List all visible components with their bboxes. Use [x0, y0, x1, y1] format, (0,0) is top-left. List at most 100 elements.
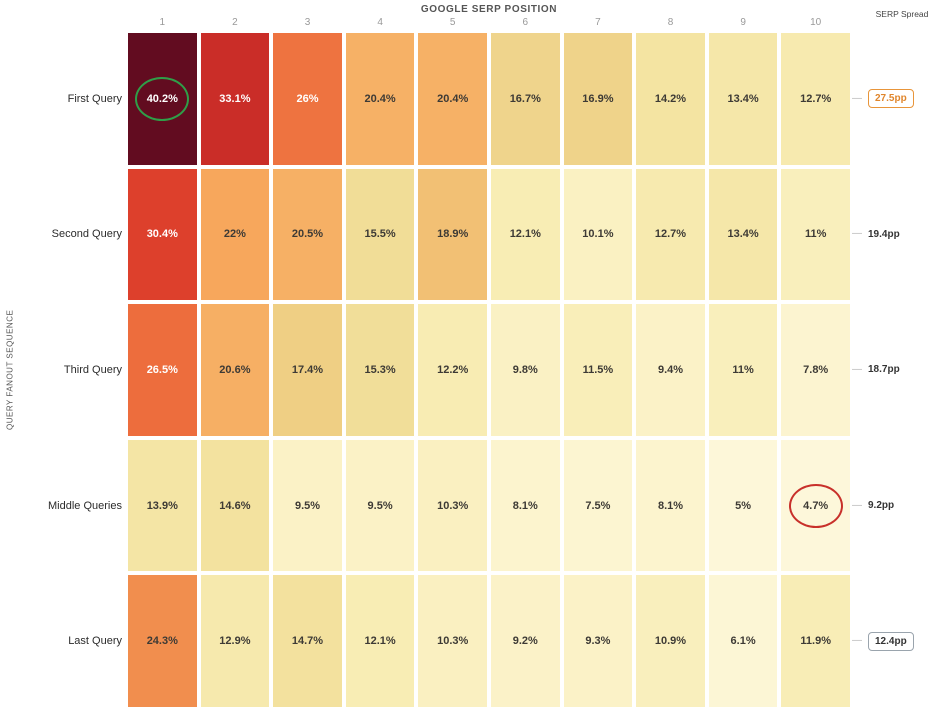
spread-item: — 18.7pp [852, 304, 949, 436]
spread-item: — 12.4pp [852, 575, 949, 707]
cell-value: 10.1% [582, 228, 614, 241]
spread-tick: — [852, 363, 862, 375]
spread-tick: — [852, 92, 862, 104]
cell-value: 16.9% [582, 92, 614, 105]
heatmap-cell: 12.7% [636, 168, 705, 301]
heatmap-cell: 16.7% [490, 33, 560, 165]
heatmap-cell: 20.4% [345, 33, 415, 165]
cell-value: 18.9% [437, 228, 469, 241]
heatmap-cell: 18.9% [418, 168, 487, 301]
x-axis-tick: 9 [740, 17, 746, 28]
cell-value: 10.9% [654, 635, 687, 648]
chart-title: GOOGLE SERP POSITION [420, 4, 558, 15]
heatmap-cell: 6.1% [708, 575, 778, 707]
heatmap-cell: 40.2% [128, 33, 197, 165]
cell-value: 33.1% [219, 92, 251, 105]
cell-value: 6.1% [730, 635, 756, 648]
spread-item: — 27.5pp [852, 33, 949, 165]
highlight-ring [135, 76, 190, 121]
heatmap-cell: 9.5% [345, 439, 415, 572]
heatmap-cell: 14.7% [273, 575, 342, 707]
cell-value: 13.4% [727, 228, 759, 241]
heatmap-cell: 10.1% [563, 168, 633, 301]
cell-value: 11.9% [800, 635, 831, 648]
heatmap-cell: 15.5% [345, 168, 415, 301]
cell-value: 30.4% [146, 228, 178, 241]
spread-value: 9.2pp [868, 500, 895, 512]
heatmap-cell: 11% [781, 168, 850, 301]
cell-value: 11.5% [582, 363, 614, 376]
heatmap-cell: 17.4% [273, 304, 342, 436]
heatmap-cell: 20.4% [418, 33, 487, 165]
cell-value: 22% [223, 228, 246, 241]
cell-value: 24.3% [146, 635, 178, 648]
cell-value: 26% [296, 92, 319, 105]
x-axis-tick: 7 [595, 17, 601, 28]
heatmap-cell: 26% [273, 33, 342, 165]
heatmap-cell: 10.3% [418, 575, 487, 707]
cell-value: 9.5% [294, 499, 321, 512]
cell-value: 17.4% [291, 363, 324, 376]
cell-value: 14.2% [654, 92, 687, 105]
heatmap-cell: 9.3% [563, 575, 633, 707]
cell-value: 20.6% [219, 363, 251, 376]
cell-value: 9.4% [657, 363, 684, 376]
heatmap-cell: 12.9% [200, 575, 270, 707]
x-axis-tick: 5 [449, 17, 456, 28]
cell-value: 15.5% [364, 228, 396, 241]
cell-value: 13.9% [146, 499, 178, 512]
spread-tick: — [852, 499, 862, 511]
spread-column: — 27.5pp — 19.4pp — 18.7pp — 9.2pp — 12.4pp [852, 33, 949, 707]
heatmap-cell: 9.8% [490, 304, 560, 436]
spread-item: — 9.2pp [852, 440, 949, 572]
x-axis-tick: 3 [304, 17, 311, 28]
row-label: Second Query [51, 228, 122, 241]
heatmap-cell: 11% [708, 304, 778, 436]
heatmap-cell: 24.3% [128, 575, 197, 707]
heatmap-cell: 12.1% [345, 575, 415, 707]
heatmap-cell: 12.2% [418, 304, 487, 436]
heatmap-cell: 13.9% [128, 439, 197, 572]
cell-value: 12.7% [654, 228, 687, 241]
heatmap-cell: 9.2% [490, 575, 560, 707]
heatmap-cell: 5% [708, 439, 778, 572]
heatmap-cell: 7.8% [781, 304, 850, 436]
spread-value: 27.5pp [868, 89, 914, 109]
cell-value: 5% [735, 499, 752, 512]
cell-value: 14.7% [291, 635, 324, 648]
cell-value: 11% [732, 363, 754, 376]
spread-tick: — [852, 228, 862, 240]
cell-value: 9.5% [367, 499, 393, 512]
spread-value: 19.4pp [868, 228, 900, 240]
x-axis-tick: 8 [667, 17, 674, 28]
x-axis-tick: 4 [377, 17, 383, 28]
row-label: Third Query [63, 363, 122, 376]
heatmap-cell: 8.1% [636, 439, 705, 572]
cell-value: 10.3% [437, 635, 469, 648]
cell-value: 13.4% [727, 92, 759, 105]
row-label: Last Query [68, 635, 122, 648]
heatmap-cell: 9.4% [636, 304, 705, 436]
cell-value: 9.3% [585, 635, 611, 648]
cell-value: 8.1% [657, 499, 684, 512]
heatmap-cell: 8.1% [490, 439, 560, 572]
x-axis-tick: 6 [522, 17, 529, 28]
heatmap-cell: 14.6% [200, 439, 270, 572]
x-axis-ticks: 1 2 3 4 5 6 7 8 9 10 [128, 17, 850, 31]
heatmap-cell: 26.5% [128, 304, 197, 436]
heatmap-cell: 12.7% [781, 33, 850, 165]
cell-value: 12.1% [509, 228, 541, 241]
spread-column-header: SERP Spread [875, 9, 929, 19]
x-axis-tick: 1 [159, 17, 166, 28]
spread-value: 18.7pp [868, 364, 900, 376]
heatmap-cell: 13.4% [708, 33, 778, 165]
y-axis-label: QUERY FANOUT SEQUENCE [5, 309, 15, 431]
heatmap-cell: 20.6% [200, 304, 270, 436]
cell-value: 9.2% [512, 635, 538, 648]
cell-value: 7.8% [803, 363, 829, 376]
x-axis-tick: 10 [810, 17, 822, 28]
cell-value: 12.1% [364, 635, 396, 648]
heatmap-grid: 40.2% 33.1% 26% 20.4% 20.4% 16.7% 16.9% 14.2% 13… [128, 33, 850, 707]
heatmap-cell: 20.5% [273, 168, 342, 301]
